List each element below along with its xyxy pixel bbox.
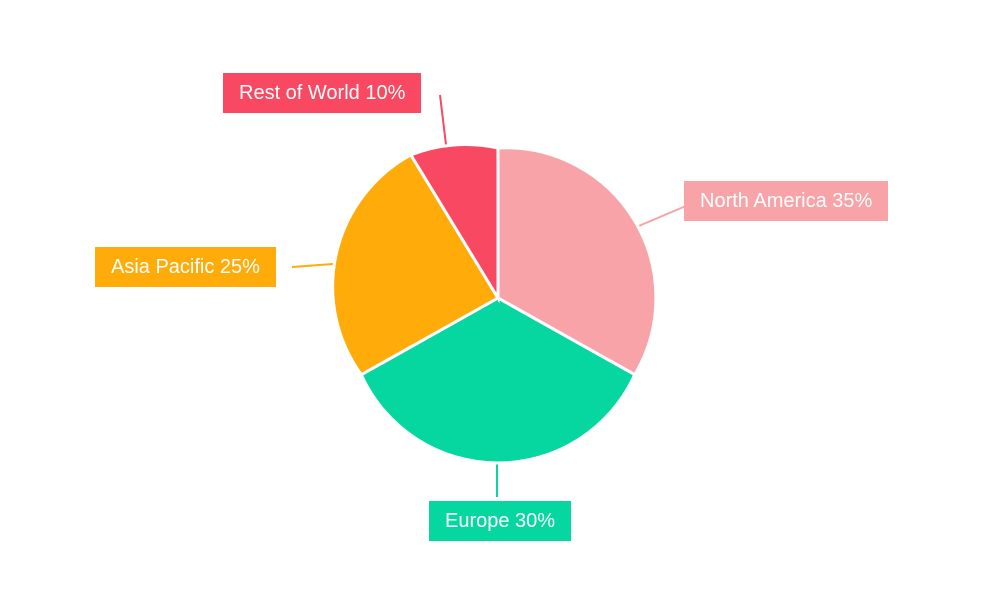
label-north-america[interactable]: North America 35% bbox=[684, 181, 888, 221]
label-rest-of-world[interactable]: Rest of World 10% bbox=[223, 73, 421, 113]
pie-chart-container: North America 35% Europe 30% Asia Pacifi… bbox=[0, 0, 1000, 600]
label-europe[interactable]: Europe 30% bbox=[429, 501, 571, 541]
label-asia-pacific[interactable]: Asia Pacific 25% bbox=[95, 247, 276, 287]
